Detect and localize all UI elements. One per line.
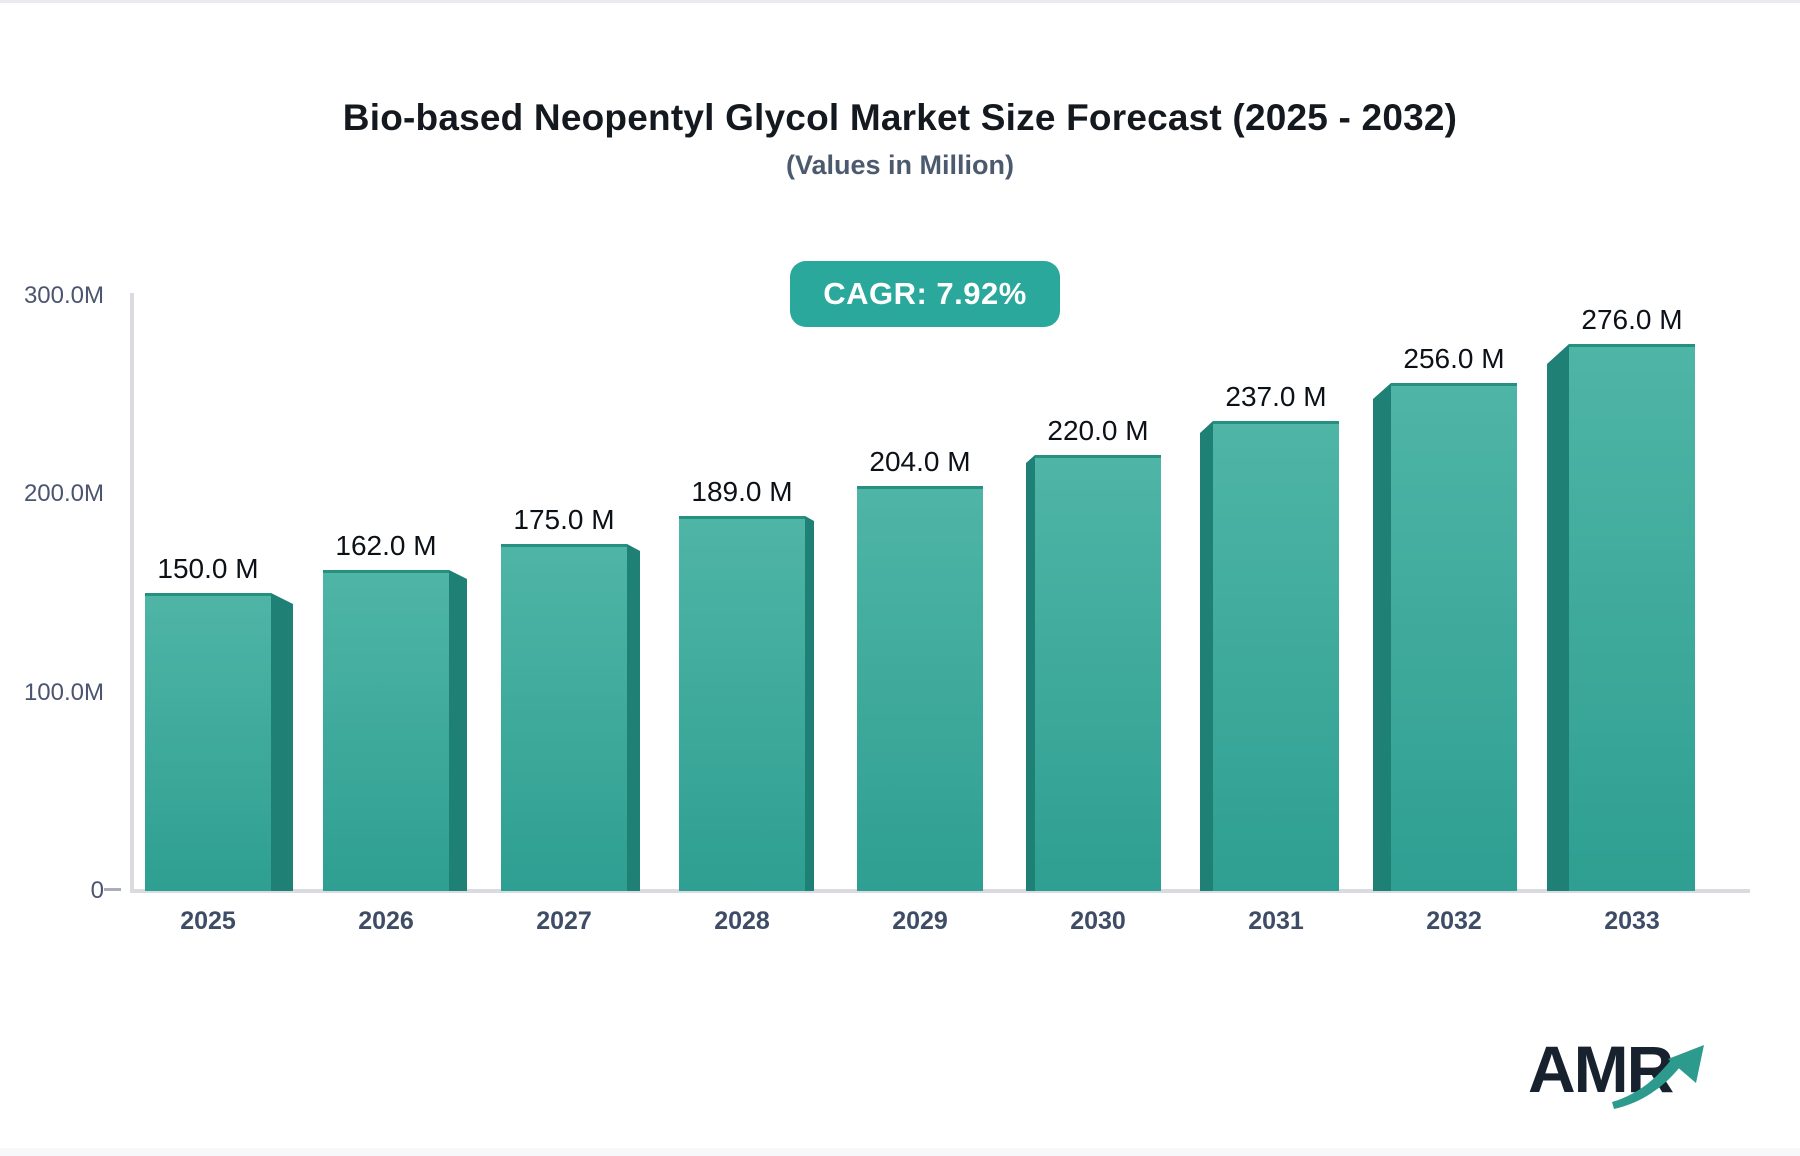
y-axis [130, 293, 134, 893]
x-tick-label-2030: 2030 [1070, 907, 1126, 935]
y-tick-label-300.0M: 300.0M [23, 282, 104, 309]
bar-side-2025 [271, 593, 293, 891]
y-tick-label-200.0M: 200.0M [23, 480, 104, 507]
growth-arrow-icon [1612, 1045, 1704, 1109]
bar-value-label-2027: 175.0 M [513, 504, 615, 535]
bar-side-2030 [1026, 455, 1035, 891]
x-tick-label-2029: 2029 [892, 907, 948, 935]
x-tick-label-2027: 2027 [536, 907, 592, 935]
x-tick-label-2032: 2032 [1426, 907, 1482, 935]
bar-side-2032 [1373, 383, 1391, 891]
chart-subtitle: (Values in Million) [785, 150, 1015, 180]
bar-face-2030 [1035, 455, 1161, 891]
x-axis [130, 889, 1750, 893]
bar-face-2032 [1391, 383, 1517, 891]
y-tick-label-100.0M: 100.0M [23, 679, 104, 706]
bar-value-label-2025: 150.0 M [157, 553, 259, 584]
x-tick-label-2026: 2026 [358, 907, 414, 935]
chart-title: Bio-based Neopentyl Glycol Market Size F… [342, 97, 1458, 138]
bar-value-label-2029: 204.0 M [869, 446, 971, 477]
bar-value-label-2031: 237.0 M [1225, 381, 1327, 412]
bar-face-2031 [1213, 421, 1339, 891]
zero-tick [104, 888, 121, 891]
bar-value-label-2033: 276.0 M [1581, 304, 1683, 335]
bar-face-2028 [679, 516, 805, 891]
bar-side-2031 [1200, 421, 1213, 891]
plot-area: 150.0 M 162.0 M 175.0 M 189.0 M 204.0 M 220.0… [0, 3, 1800, 1148]
x-tick-label-2031: 2031 [1248, 907, 1304, 935]
x-tick-label-2033: 2033 [1604, 907, 1660, 935]
x-tick-label-2025: 2025 [180, 907, 236, 935]
bar-side-2028 [805, 516, 814, 891]
bar-value-label-2028: 189.0 M [691, 476, 793, 507]
cagr-badge: CAGR: 7.92% [790, 261, 1060, 327]
bar-value-label-2030: 220.0 M [1047, 415, 1149, 446]
x-tick-label-2028: 2028 [714, 907, 770, 935]
bar-side-2033 [1547, 344, 1569, 891]
amr-logo: AMR [1528, 1031, 1718, 1117]
bar-face-2025 [145, 593, 271, 891]
bar-value-label-2032: 256.0 M [1403, 343, 1505, 374]
bar-face-2029 [857, 486, 983, 891]
y-tick-label-0: 0 [90, 877, 104, 904]
bar-side-2027 [627, 544, 640, 891]
bar-face-2033 [1569, 344, 1695, 891]
bar-value-label-2026: 162.0 M [335, 530, 437, 561]
bar-face-2027 [501, 544, 627, 891]
bar-face-2026 [323, 570, 449, 891]
bar-side-2026 [449, 570, 467, 891]
